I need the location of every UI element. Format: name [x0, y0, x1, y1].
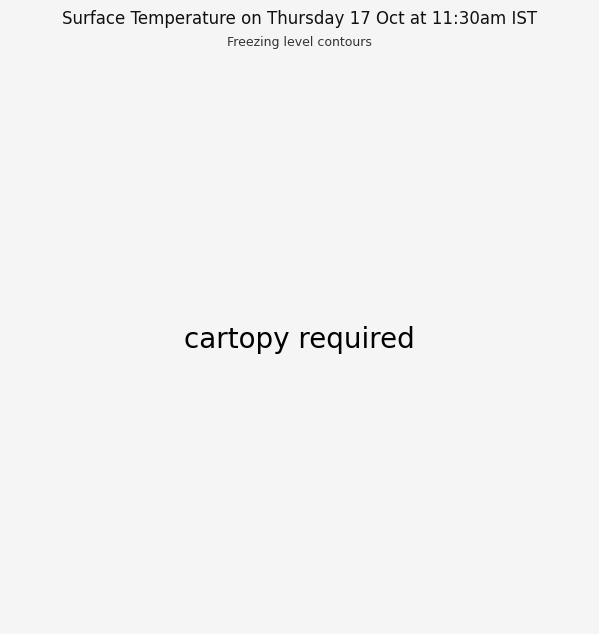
Text: Freezing level contours: Freezing level contours	[227, 36, 372, 49]
Text: Surface Temperature on Thursday 17 Oct at 11:30am IST: Surface Temperature on Thursday 17 Oct a…	[62, 10, 537, 28]
Text: cartopy required: cartopy required	[184, 326, 415, 354]
